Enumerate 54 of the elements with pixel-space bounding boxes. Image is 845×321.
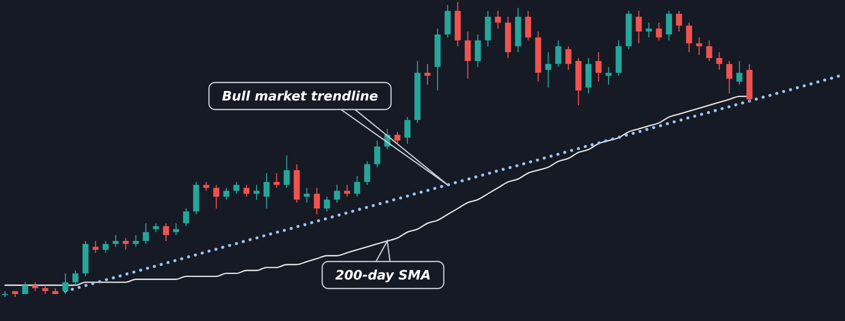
candlestick [274, 172, 280, 188]
candlestick [494, 10, 501, 30]
candlestick [484, 10, 491, 47]
candlestick [646, 22, 652, 38]
candlestick [162, 222, 169, 242]
candlestick [474, 34, 481, 68]
candlestick [223, 187, 230, 200]
candlestick [264, 172, 270, 209]
candlestick [726, 60, 732, 94]
candlestick [696, 36, 702, 56]
candlestick [596, 52, 602, 82]
candlestick [555, 40, 562, 68]
candlestick [334, 184, 340, 204]
candlestick [344, 184, 350, 198]
candlestick [354, 176, 360, 198]
candlestick [122, 238, 129, 250]
candlestick [424, 63, 431, 86]
candlestick [112, 234, 119, 248]
candlestick [364, 160, 370, 186]
candlestick [132, 234, 139, 248]
candlestick [706, 40, 712, 62]
candlestick [686, 22, 692, 53]
candlestick [545, 52, 552, 88]
candlestick [444, 4, 451, 38]
candlestick [72, 270, 78, 286]
candlestick [213, 184, 220, 209]
candlestick [62, 272, 68, 295]
candlestick [606, 66, 612, 86]
candlestick [233, 181, 240, 194]
candlestick [676, 10, 682, 32]
candlestick [243, 184, 250, 198]
candlestick [585, 58, 592, 94]
candlestick [394, 131, 400, 144]
annotation: 200-day SMA [335, 268, 431, 284]
candlestick [102, 240, 109, 254]
candlestick [404, 116, 410, 144]
candlestick [464, 31, 471, 80]
candlestick [183, 208, 190, 227]
candlestick [716, 52, 722, 70]
candlestick [525, 10, 532, 41]
candlestick [173, 222, 180, 236]
candlestick [736, 60, 742, 86]
candlestick [314, 187, 320, 215]
candlestick [142, 222, 149, 244]
candlestick [324, 196, 330, 212]
candlestick [284, 154, 290, 188]
candlestick [254, 184, 260, 200]
candlestick [92, 240, 99, 254]
candlestick [565, 46, 572, 70]
candlestick [656, 22, 662, 41]
candlestick [374, 140, 380, 168]
candlestick [636, 10, 642, 44]
annotation: Bull market trendline [222, 89, 378, 104]
candlestick [666, 10, 672, 41]
